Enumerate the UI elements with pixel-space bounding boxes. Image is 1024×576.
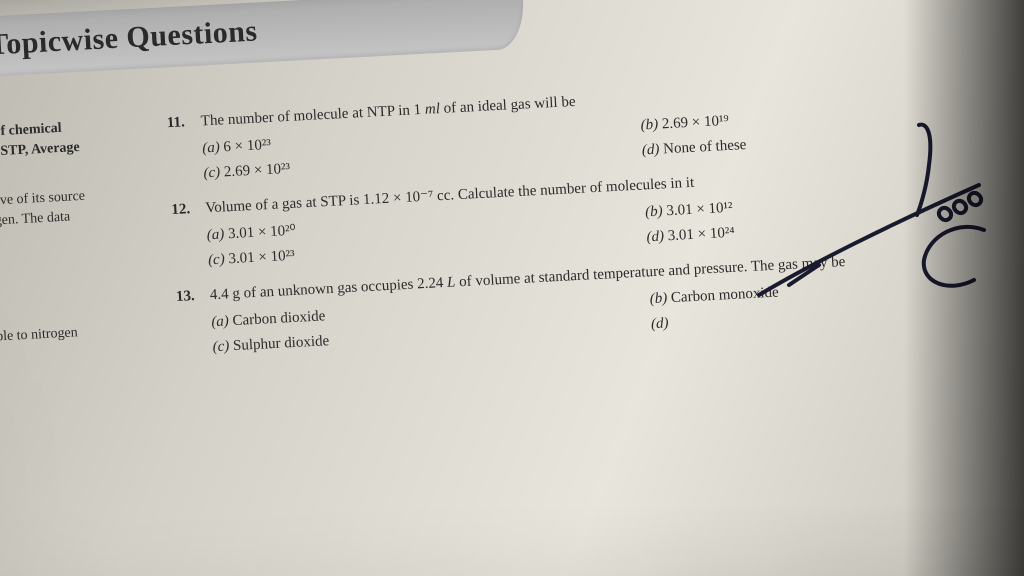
option-label: (a) bbox=[202, 140, 220, 157]
textbook-page: Topicwise Questions law of chemical es a… bbox=[0, 0, 1024, 576]
left-fragment: law of chemical es at STP, Average bbox=[0, 114, 151, 164]
option-value: Carbon monoxide bbox=[671, 285, 780, 307]
option-value: 3.01 × 10²³ bbox=[228, 248, 295, 267]
option-label: (c) bbox=[208, 251, 225, 268]
option-value: 3.01 × 10¹² bbox=[666, 200, 733, 219]
left-margin-fragments: law of chemical es at STP, Average pecti… bbox=[0, 114, 162, 384]
q-text-post: of an ideal gas will be bbox=[439, 94, 575, 117]
option-value: None of these bbox=[663, 137, 747, 157]
option-label: (b) bbox=[645, 203, 663, 220]
left-fragment-line: icable to nitrogen bbox=[0, 325, 78, 345]
section-title: Topicwise Questions bbox=[0, 3, 485, 63]
option-value: 2.69 × 10²³ bbox=[224, 161, 291, 180]
option-value: Sulphur dioxide bbox=[233, 333, 330, 354]
section-header-tab: Topicwise Questions bbox=[0, 0, 525, 78]
option-label: (a) bbox=[206, 226, 224, 243]
option-label: (b) bbox=[640, 117, 658, 134]
option-value: 3.01 × 10²⁴ bbox=[667, 225, 735, 244]
left-fragment: icable to nitrogen bbox=[0, 319, 160, 349]
question-number: 11. bbox=[166, 112, 193, 134]
q-text-unit: ml bbox=[425, 101, 441, 118]
option-label: (d) bbox=[646, 228, 664, 245]
option-label: (c) bbox=[212, 338, 229, 355]
left-fragment-line: pective of its source oxygen. The data bbox=[0, 188, 85, 229]
question-number: 12. bbox=[171, 199, 198, 221]
option-label: (c) bbox=[203, 165, 220, 182]
content-columns: law of chemical es at STP, Average pecti… bbox=[0, 67, 1024, 384]
option-value: 3.01 × 10²⁰ bbox=[228, 223, 296, 243]
question-number: 13. bbox=[175, 286, 202, 308]
q-text-pre: 4.4 g of an unknown gas occupies 2.24 bbox=[210, 275, 448, 303]
option-value: 6 × 10²³ bbox=[223, 137, 271, 155]
questions-column: 11. The number of molecule at NTP in 1 m… bbox=[166, 67, 1024, 374]
q-text-pre: The number of molecule at NTP in 1 bbox=[200, 102, 425, 130]
option-label: (a) bbox=[211, 313, 229, 330]
option-label: (d) bbox=[642, 142, 660, 159]
left-fragment: pective of its source oxygen. The data bbox=[0, 183, 154, 233]
option-label: (d) bbox=[651, 315, 669, 332]
option-label: (b) bbox=[649, 290, 667, 307]
left-fragment-line: law of chemical es at STP, Average bbox=[0, 121, 80, 161]
option-value: 2.69 × 10¹⁹ bbox=[661, 113, 729, 132]
option-value: Carbon dioxide bbox=[232, 308, 326, 329]
